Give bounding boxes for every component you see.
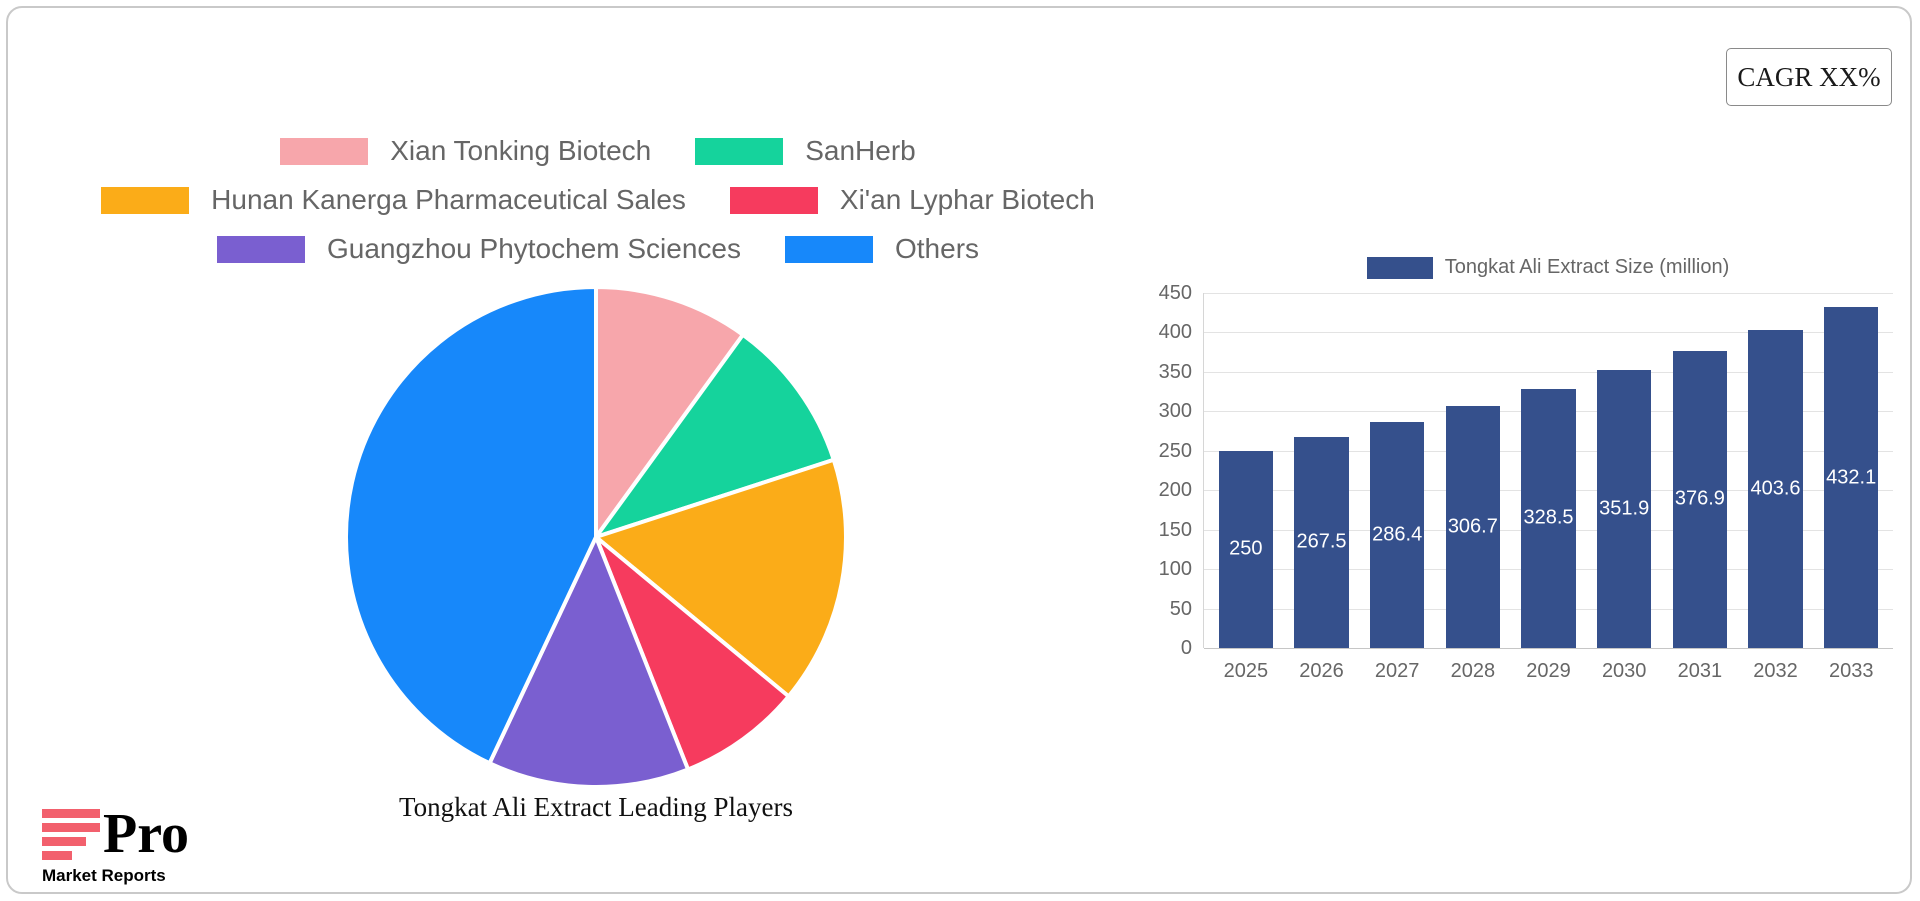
bar-slot: 403.6	[1738, 293, 1814, 648]
y-tick-label: 0	[1180, 637, 1192, 659]
legend-item-sanherb: SanHerb	[695, 135, 916, 167]
x-tick-label: 2032	[1753, 660, 1798, 682]
logo-subtitle: Market Reports	[42, 866, 166, 885]
legend-swatch	[785, 235, 873, 263]
y-tick-label: 350	[1158, 360, 1192, 383]
legend-item-xian-tonking-biotech: Xian Tonking Biotech	[280, 135, 651, 167]
pie-slice-xian-tonking-biotech	[594, 285, 745, 539]
gridline	[1204, 332, 1893, 334]
bar-value-label: 306.7	[1447, 515, 1498, 538]
bar-2028: 306.7	[1445, 406, 1501, 648]
pie-slice-sanherb	[594, 332, 836, 539]
y-tick-label: 250	[1158, 439, 1192, 462]
bar-2032: 403.6	[1748, 329, 1803, 648]
bar-value-label: 286.4	[1372, 523, 1423, 546]
x-axis-labels: 2025 2026 2027 2028 2029 2030 2031 2032 2033	[1204, 660, 1893, 683]
bar-2031: 376.9	[1672, 350, 1728, 648]
bar-legend: Tongkat Ali Extract Size (million)	[1203, 256, 1893, 279]
pie-legend: Xian Tonking Biotech SanHerb Hunan Kanerga…	[98, 133, 1098, 267]
bar-slot: 267.5	[1284, 293, 1360, 648]
x-tick-label: 2025	[1223, 660, 1269, 682]
logo-stripes-icon	[42, 808, 100, 860]
x-tick-label: 2031	[1677, 660, 1723, 682]
pie-slice-hunan-kanerga-pharmaceutical-sales	[594, 457, 848, 699]
bar-slot: 351.9	[1586, 293, 1662, 648]
pie-slice-guangzhou-phytochem-sciences	[487, 535, 691, 789]
legend-label: Xian Tonking Biotech	[390, 135, 652, 166]
bar-value-label: 403.6	[1750, 477, 1801, 500]
x-tick-label: 2026	[1299, 660, 1344, 682]
bar-slot: 328.5	[1511, 293, 1587, 648]
legend-item-xi-an-lyphar-biotech: Xi'an Lyphar Biotech	[729, 184, 1095, 216]
bars: 250 267.5 286.4 306.7 328.5 351.9 376.9 403.6 43…	[1204, 293, 1893, 648]
bar-value-label: 328.5	[1523, 506, 1574, 529]
legend-label: Guangzhou Phytochem Sciences	[326, 233, 741, 264]
legend-swatch	[729, 186, 818, 214]
x-tick-label: 2033	[1828, 660, 1874, 682]
logo-top: Pro	[42, 806, 189, 862]
report-card: CAGR XX% Xian Tonking Biotech SanHerb Huna…	[6, 6, 1912, 894]
gridline	[1204, 371, 1893, 373]
gridline	[1204, 648, 1893, 649]
legend-label: Hunan Kanerga Pharmaceutical Sales	[211, 184, 686, 215]
pie-slice-xi-an-lyphar-biotech	[594, 535, 791, 772]
legend-swatch	[695, 137, 784, 165]
bar-2025: 250	[1218, 450, 1274, 648]
y-tick-label: 300	[1158, 400, 1192, 423]
bar-value-label: 432.1	[1826, 466, 1877, 489]
legend-swatch	[101, 186, 190, 214]
bar-2027: 286.4	[1369, 422, 1425, 648]
bar-value-label: 351.9	[1599, 497, 1650, 520]
logo-title: Pro	[103, 803, 190, 865]
legend-swatch	[280, 137, 369, 165]
y-tick-label: 200	[1158, 479, 1192, 502]
x-tick-label: 2028	[1450, 660, 1496, 682]
y-axis-ticks: 0 50 100 150 200 250 300 350 400 450	[1132, 282, 1192, 659]
bar-legend-swatch	[1366, 256, 1433, 279]
pie-chart-title: Tongkat Ali Extract Leading Players	[398, 792, 793, 822]
pie-legend-row: Guangzhou Phytochem Sciences Others	[98, 231, 1098, 267]
bar-slot: 250	[1208, 293, 1284, 648]
gridline	[1204, 293, 1893, 294]
legend-item-guangzhou-phytochem-sciences: Guangzhou Phytochem Sciences	[216, 233, 741, 265]
bar-value-label: 376.9	[1674, 487, 1725, 510]
bar-slot: 306.7	[1435, 293, 1511, 648]
pie-legend-row: Xian Tonking Biotech SanHerb	[98, 133, 1098, 169]
bar-2033: 432.1	[1823, 307, 1879, 648]
legend-label: Xi'an Lyphar Biotech	[839, 184, 1095, 215]
bar-legend-label: Tongkat Ali Extract Size (million)	[1444, 256, 1730, 278]
y-tick-label: 150	[1158, 518, 1192, 541]
legend-label: SanHerb	[805, 135, 916, 166]
logo: Pro Market Reports	[42, 806, 189, 886]
cagr-label: CAGR XX%	[1737, 61, 1881, 92]
bar-slot: 286.4	[1359, 293, 1435, 648]
x-tick-label: 2030	[1601, 660, 1647, 682]
bar-value-label: 267.5	[1296, 530, 1347, 553]
y-tick-label: 400	[1158, 321, 1192, 344]
bar-plot: 0 50 100 150 200 250 300 350 400 450 250 267.5 286.…	[1159, 282, 1893, 682]
x-tick-label: 2029	[1526, 660, 1571, 682]
pie-slice-others	[344, 285, 598, 766]
bar-2026: 267.5	[1294, 436, 1349, 648]
legend-item-others: Others	[785, 233, 979, 265]
bar-2030: 351.9	[1596, 370, 1652, 648]
cagr-badge: CAGR XX%	[1726, 48, 1892, 106]
bar-slot: 432.1	[1813, 293, 1889, 648]
pie-legend-row: Hunan Kanerga Pharmaceutical Sales Xi'an …	[98, 182, 1098, 218]
bar-slot: 376.9	[1662, 293, 1738, 648]
y-tick-label: 50	[1169, 597, 1192, 620]
legend-label: Others	[895, 233, 980, 264]
legend-swatch	[216, 235, 305, 263]
bar-2029: 328.5	[1521, 388, 1576, 648]
pie-chart	[344, 285, 848, 789]
legend-item-hunan-kanerga-pharmaceutical-sales: Hunan Kanerga Pharmaceutical Sales	[101, 184, 686, 216]
bar-value-label: 250	[1229, 537, 1263, 560]
y-tick-label: 100	[1158, 558, 1192, 581]
x-tick-label: 2027	[1374, 660, 1420, 682]
y-tick-label: 450	[1158, 282, 1192, 304]
